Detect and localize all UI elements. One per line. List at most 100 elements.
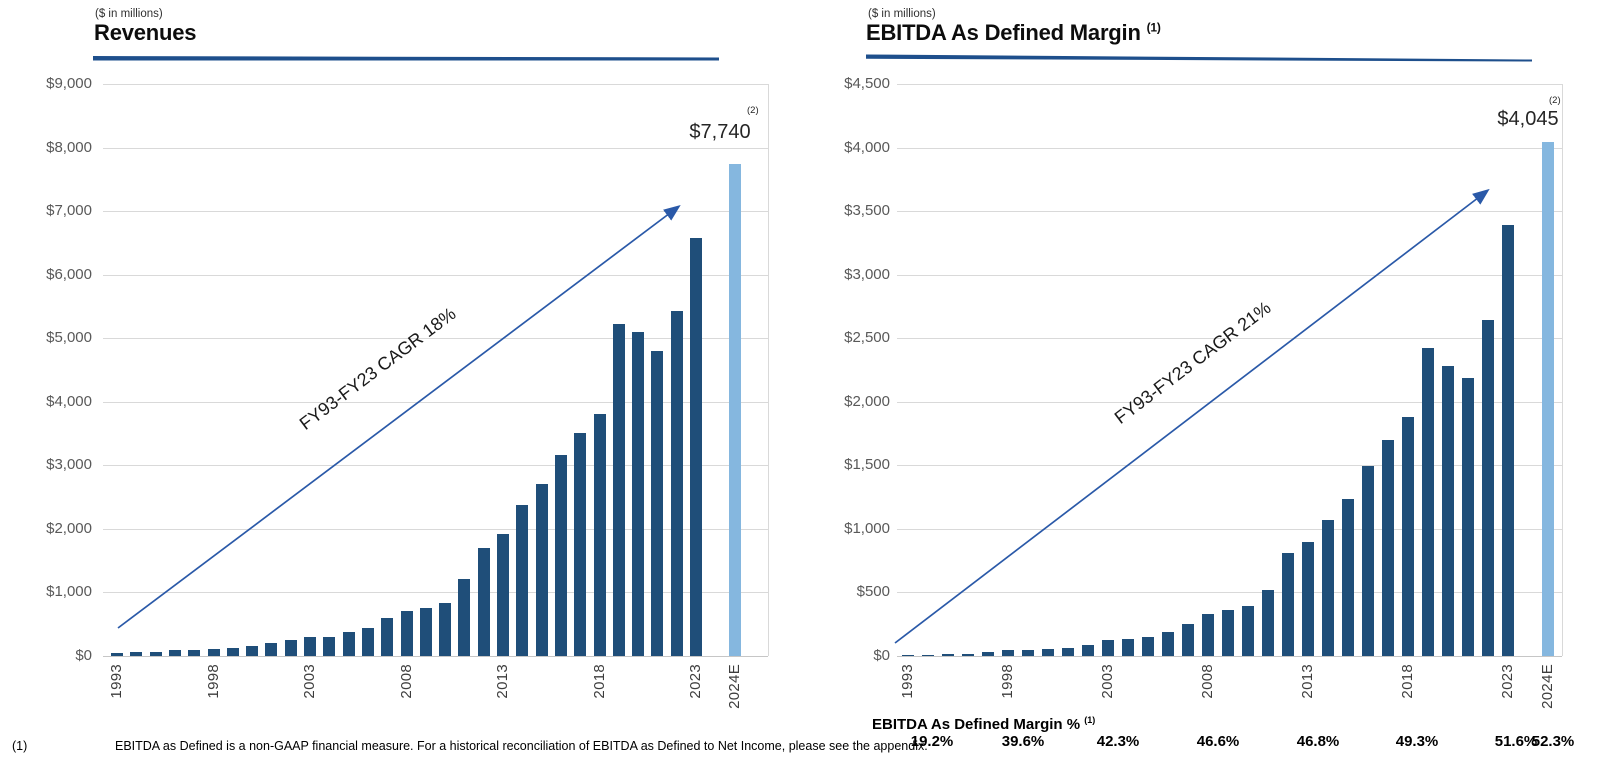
x-axis-label-1993: 1993 [899,664,916,699]
margin-value-2018: 49.3% [1395,733,1439,750]
bar-2020 [1442,366,1454,656]
margin-value-2003: 42.3% [1096,733,1140,750]
x-axis-label-2023: 2023 [1499,664,1516,699]
gridline [103,211,768,213]
gridline [103,147,768,149]
bar-2001 [1062,648,1074,656]
bar-1998 [207,648,220,656]
chart-title-text: Revenues [94,20,197,45]
bar-2012 [1282,553,1294,656]
y-axis-label: $0 [873,647,890,664]
chart-title-text: EBITDA As Defined Margin [866,20,1141,45]
y-axis-label: $4,500 [844,75,890,92]
bar-1993 [902,654,914,656]
y-axis-label: $5,000 [46,329,92,347]
gridline [897,147,1562,149]
bar-2006 [361,628,374,656]
final-bar-footnote-marker: (2) [1549,95,1561,106]
title-underline [93,56,719,61]
bar-2002 [1082,644,1094,656]
units-label-revenues: ($ in millions) [95,8,163,20]
bar-1999 [226,647,239,656]
gridline [103,592,768,594]
y-axis-label: $4,000 [844,138,890,156]
cagr-arrow [894,188,1490,644]
bar-2011 [1262,590,1274,656]
title-underline [866,54,1532,62]
bar-2014 [1322,519,1334,656]
bar-2005 [1142,636,1154,656]
bar-1998 [1002,650,1014,656]
bar-2022 [670,311,683,656]
gridline [897,211,1562,213]
footnote-text: EBITDA as Defined is a non-GAAP financia… [115,739,928,753]
margin-row-label-text: EBITDA As Defined Margin % [872,716,1081,733]
bar-1996 [168,650,181,656]
bar-2002 [284,640,297,656]
bar-2004 [323,636,336,656]
bar-2024E [1542,141,1554,656]
title-footnote-marker: (1) [1146,20,1161,35]
y-axis-label: $1,000 [46,583,92,601]
bar-2003 [304,637,316,656]
bar-1993 [111,652,123,656]
bar-2004 [1122,639,1134,656]
bar-2013 [497,533,509,656]
y-axis-label: $2,000 [46,519,92,537]
bar-2000 [1042,648,1054,656]
bar-2018 [593,413,606,656]
bar-1999 [1022,650,1034,656]
y-axis-label: $2,500 [844,329,890,347]
bar-2016 [1362,466,1374,656]
bar-2022 [1482,319,1494,656]
bar-2017 [574,433,587,656]
bar-2005 [342,632,355,656]
bar-1995 [149,651,162,656]
x-axis-label-2008: 2008 [1199,664,1216,699]
bar-2019 [612,324,625,656]
bar-1995 [942,654,954,656]
bar-2023 [1502,224,1514,656]
y-axis-label: $1,000 [844,519,890,537]
x-axis-line [103,656,768,657]
chart-title-revenues: Revenues [94,20,197,46]
final-bar-value-label-ebitda: $4,045 [1497,108,1559,130]
bar-2008 [400,610,413,656]
x-axis-label-2024E: 2024E [725,664,743,709]
bar-2007 [381,618,394,656]
y-axis-label: $3,000 [844,265,890,283]
margin-value-2013: 46.8% [1296,733,1340,750]
bar-2023 [690,237,702,656]
plot-right-border [1562,84,1563,656]
x-axis-label-2003: 2003 [1099,664,1116,699]
final-bar-footnote-marker: (2) [747,105,759,116]
x-axis-label-2008: 2008 [397,664,415,699]
x-axis-label-2024E: 2024E [1539,664,1556,709]
bar-2018 [1402,417,1414,656]
gridline [103,465,768,467]
bar-2000 [246,646,259,656]
bar-2013 [1302,541,1314,656]
x-axis-label-1998: 1998 [204,664,222,699]
bar-2024E [728,164,741,656]
plot-right-border [768,84,769,656]
y-axis-label: $3,500 [844,202,890,220]
gridline [103,274,768,276]
bar-2007 [1182,623,1194,656]
margin-row-footnote-marker: (1) [1084,715,1096,725]
bar-2017 [1382,439,1394,656]
bar-1997 [188,649,201,656]
bar-1997 [982,652,994,656]
margin-value-1998: 39.6% [1001,733,1045,750]
y-axis-label: $4,000 [46,392,92,410]
x-axis-line [897,656,1562,657]
bar-2019 [1422,348,1434,656]
cagr-annotation: FY93-FY23 CAGR 21% [1110,297,1275,428]
y-axis-label: $0 [75,647,92,664]
y-axis-label: $7,000 [46,202,92,220]
x-axis-label-1998: 1998 [999,664,1016,699]
y-axis-label: $2,000 [844,392,890,410]
gridline [897,274,1562,276]
margin-value-1993: 19.2% [910,733,954,750]
